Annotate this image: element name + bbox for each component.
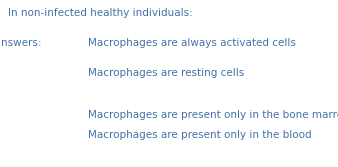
Text: Macrophages are present only in the blood: Macrophages are present only in the bloo… [88,130,312,140]
Text: Macrophages are resting cells: Macrophages are resting cells [88,68,244,78]
Text: In non-infected healthy individuals:: In non-infected healthy individuals: [8,8,193,18]
Text: Macrophages are present only in the bone marrow: Macrophages are present only in the bone… [88,110,338,120]
Text: nswers:: nswers: [1,38,42,48]
Text: Macrophages are always activated cells: Macrophages are always activated cells [88,38,296,48]
